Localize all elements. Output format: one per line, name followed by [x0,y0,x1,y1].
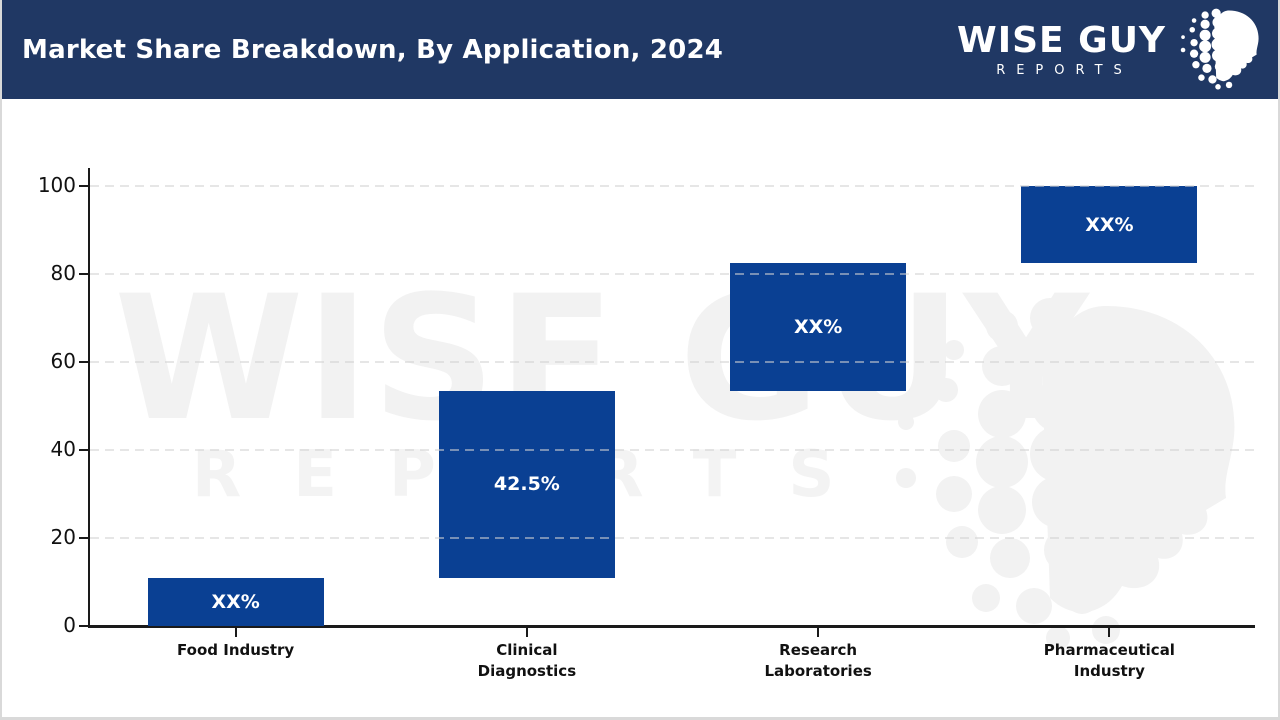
page-title: Market Share Breakdown, By Application, … [22,34,724,65]
category-label: Research Laboratories [764,641,872,680]
gridline [90,361,1255,363]
x-axis-line [88,625,1255,628]
bar-segment: XX% [730,263,907,391]
logo-wordmark: WISE GUY [956,19,1166,61]
y-tick-label: 80 [50,261,76,285]
y-tick-label: 40 [50,437,76,461]
watermark-face-icon [896,298,1235,650]
x-tick-mark [234,628,237,637]
logo-subtitle: REPORTS [996,62,1133,78]
y-tick-mark [79,273,88,275]
gridline [90,185,1255,187]
gridline [90,449,1255,451]
logo-text: WISE GUY REPORTS [956,19,1166,78]
bar-value-label: XX% [1085,213,1134,236]
y-tick-mark [79,361,88,363]
header-bar: Market Share Breakdown, By Application, … [2,0,1278,99]
x-tick-mark [817,628,820,637]
y-tick-mark [79,449,88,451]
bar-segment: XX% [147,577,324,626]
y-tick-mark [79,625,88,627]
bar-value-label: XX% [793,315,843,338]
logo-face-icon [1180,8,1259,90]
category-label: Pharmaceutical Industry [1043,641,1175,680]
y-tick-mark [79,537,88,539]
bar-segment: 42.5% [438,390,615,578]
y-tick-label: 0 [63,613,76,637]
bar-value-label: XX% [211,590,260,613]
bar-segment: XX% [1021,186,1198,263]
category-label: Food Industry [177,641,295,659]
y-axis-line [88,168,90,628]
bar-value-label: 42.5% [493,473,560,496]
y-tick-mark [79,185,88,187]
y-tick-label: 20 [50,525,76,549]
gridline [90,537,1255,539]
y-tick-label: 100 [37,173,76,197]
wiseguy-logo: WISE GUY REPORTS [957,7,1264,93]
category-label: Clinical Diagnostics [477,641,577,680]
x-tick-mark [1108,628,1111,637]
y-tick-label: 60 [50,349,76,373]
x-tick-mark [525,628,528,637]
gridline [90,273,1255,275]
